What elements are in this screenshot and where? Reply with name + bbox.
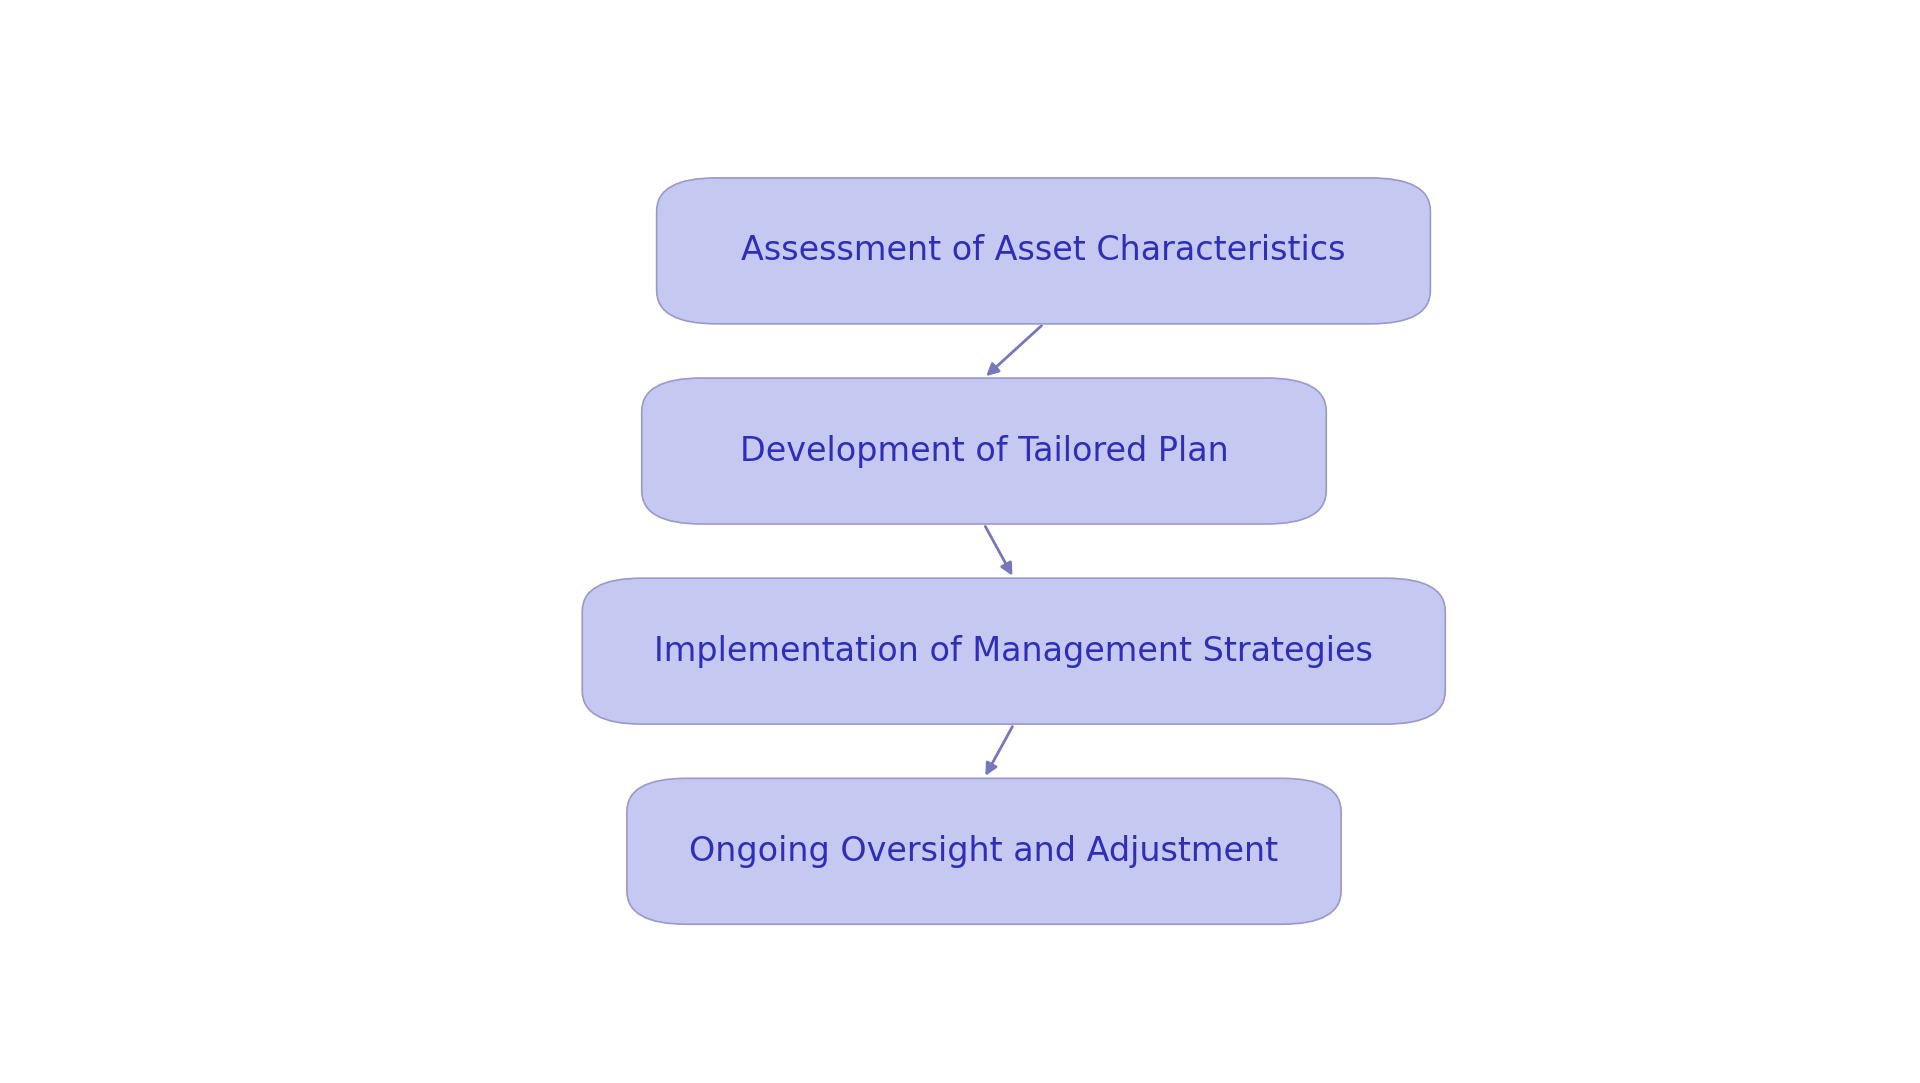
Text: Implementation of Management Strategies: Implementation of Management Strategies (655, 635, 1373, 667)
Text: Development of Tailored Plan: Development of Tailored Plan (739, 434, 1229, 468)
FancyBboxPatch shape (626, 779, 1340, 924)
Text: Assessment of Asset Characteristics: Assessment of Asset Characteristics (741, 234, 1346, 268)
FancyBboxPatch shape (641, 378, 1327, 524)
Text: Ongoing Oversight and Adjustment: Ongoing Oversight and Adjustment (689, 835, 1279, 867)
FancyBboxPatch shape (582, 578, 1446, 725)
FancyBboxPatch shape (657, 178, 1430, 324)
